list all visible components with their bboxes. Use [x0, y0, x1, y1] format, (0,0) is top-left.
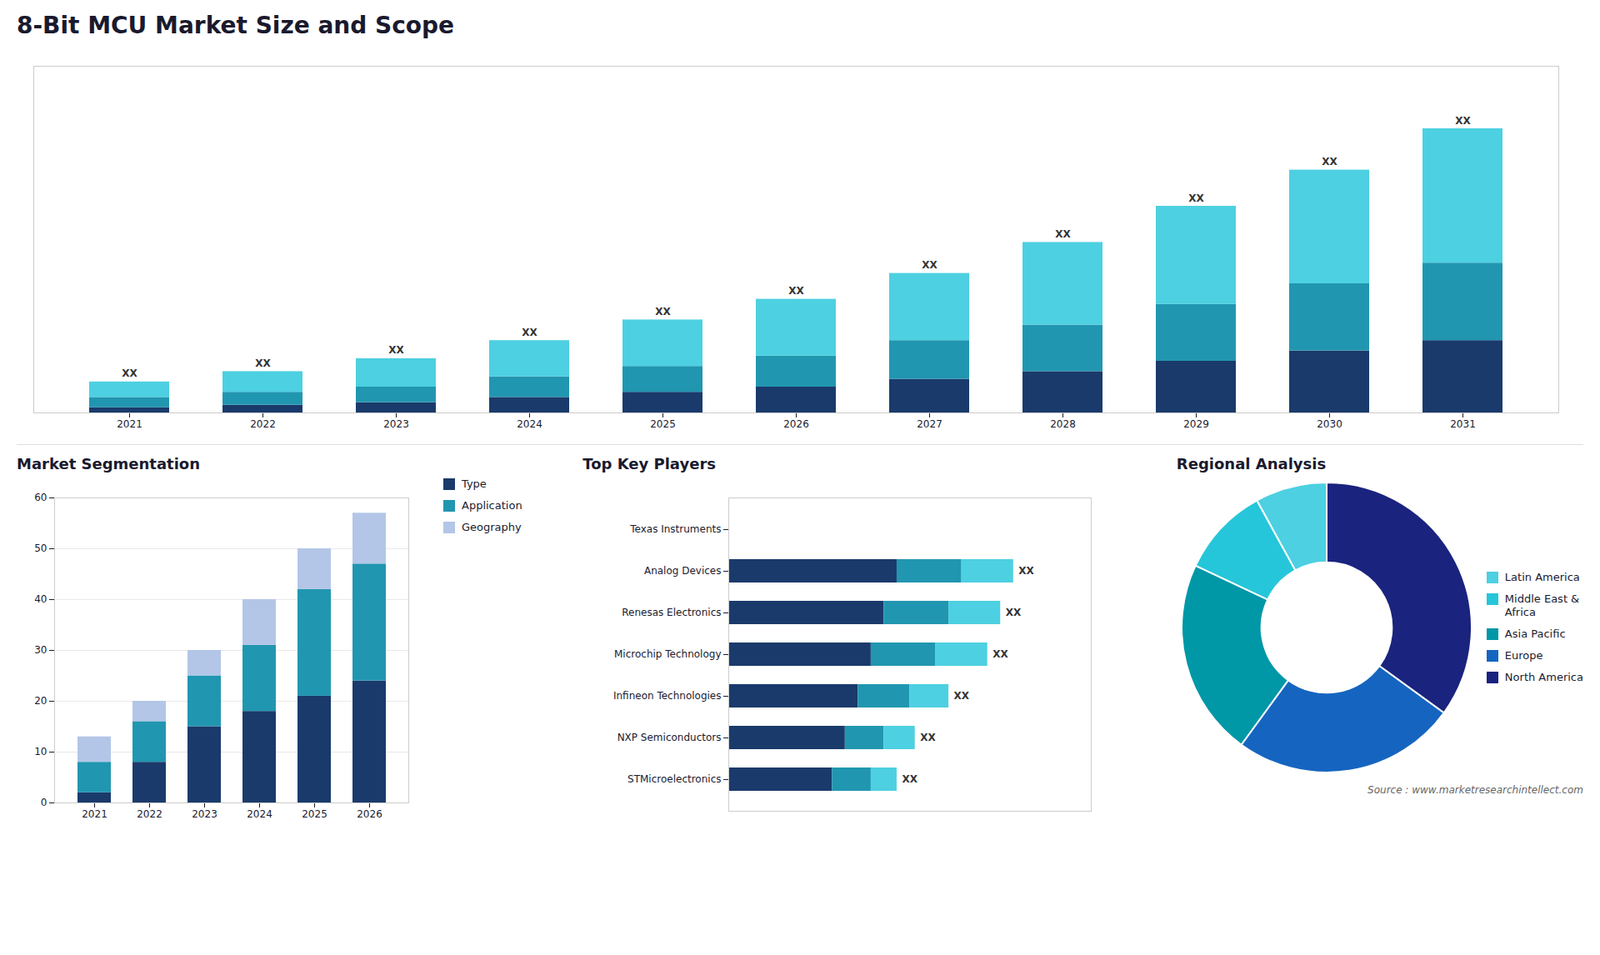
- svg-text:20: 20: [34, 695, 47, 707]
- svg-text:Infineon Technologies: Infineon Technologies: [613, 690, 722, 702]
- svg-text:2028: 2028: [1050, 418, 1076, 430]
- svg-text:10: 10: [34, 745, 47, 758]
- svg-text:XX: XX: [992, 648, 1009, 660]
- svg-text:Microchip Technology: Microchip Technology: [614, 648, 721, 660]
- svg-text:2021: 2021: [116, 418, 143, 430]
- html-text:Source : www.marketresearchint: Source : www.marketresearchintellect.com: [1367, 784, 1584, 796]
- html-text:Latin America: Latin America: [1504, 570, 1580, 584]
- html-text:Top Key Players: Top Key Players: [582, 455, 716, 473]
- svg-text:XX: XX: [521, 326, 538, 339]
- svg-text:XX: XX: [1321, 155, 1338, 168]
- svg-text:XX: XX: [121, 367, 138, 380]
- svg-text:STMicroelectronics: STMicroelectronics: [627, 773, 721, 785]
- svg-text:XX: XX: [1455, 115, 1471, 127]
- svg-text:XX: XX: [921, 259, 938, 271]
- svg-text:Texas Instruments: Texas Instruments: [629, 523, 721, 535]
- svg-text:XX: XX: [788, 285, 805, 297]
- html-text:Market Segmentation: Market Segmentation: [16, 455, 200, 473]
- svg-text:2025: 2025: [650, 418, 676, 430]
- svg-text:XX: XX: [1188, 192, 1205, 205]
- html-text:Type: Type: [461, 477, 487, 490]
- svg-text:2024: 2024: [246, 808, 273, 820]
- svg-text:XX: XX: [954, 690, 970, 702]
- svg-text:XX: XX: [920, 731, 936, 744]
- svg-text:NXP Semiconductors: NXP Semiconductors: [617, 731, 722, 744]
- svg-text:50: 50: [34, 542, 47, 555]
- svg-text:2023: 2023: [191, 808, 218, 820]
- svg-text:2023: 2023: [383, 418, 410, 430]
- html-text:Europe: Europe: [1504, 649, 1543, 662]
- svg-text:XX: XX: [655, 305, 671, 318]
- svg-text:XX: XX: [1005, 606, 1022, 619]
- html-text:Regional Analysis: Regional Analysis: [1176, 455, 1326, 473]
- svg-text:Analog Devices: Analog Devices: [644, 565, 722, 577]
- html-text:Middle East & Africa: Middle East & Africa: [1504, 592, 1580, 619]
- svg-text:2027: 2027: [916, 418, 943, 430]
- svg-text:Renesas Electronics: Renesas Electronics: [622, 606, 722, 619]
- html-text:Asia Pacific: Asia Pacific: [1504, 627, 1566, 640]
- svg-text:XX: XX: [1055, 228, 1071, 240]
- svg-text:2025: 2025: [301, 808, 328, 820]
- svg-text:XX: XX: [1019, 565, 1035, 577]
- svg-text:2026: 2026: [356, 808, 383, 820]
- svg-text:60: 60: [34, 491, 47, 504]
- svg-text:30: 30: [34, 644, 47, 656]
- svg-text:40: 40: [34, 593, 47, 605]
- svg-text:2026: 2026: [783, 418, 810, 430]
- svg-text:2024: 2024: [516, 418, 543, 430]
- svg-text:2029: 2029: [1183, 418, 1210, 430]
- svg-text:XX: XX: [902, 773, 919, 785]
- svg-text:2022: 2022: [136, 808, 163, 820]
- svg-text:2031: 2031: [1450, 418, 1476, 430]
- svg-text:2030: 2030: [1316, 418, 1343, 430]
- svg-text:2022: 2022: [250, 418, 276, 430]
- html-text:Geography: Geography: [461, 520, 522, 534]
- svg-text:2021: 2021: [81, 808, 108, 820]
- svg-text:XX: XX: [388, 344, 405, 356]
- svg-text:XX: XX: [255, 357, 271, 370]
- svg-text:0: 0: [40, 796, 48, 809]
- html-text:Application: Application: [461, 499, 523, 512]
- html-text:North America: North America: [1504, 670, 1584, 684]
- html-text:8-Bit MCU Market Size and Scop: 8-Bit MCU Market Size and Scope: [16, 11, 455, 40]
